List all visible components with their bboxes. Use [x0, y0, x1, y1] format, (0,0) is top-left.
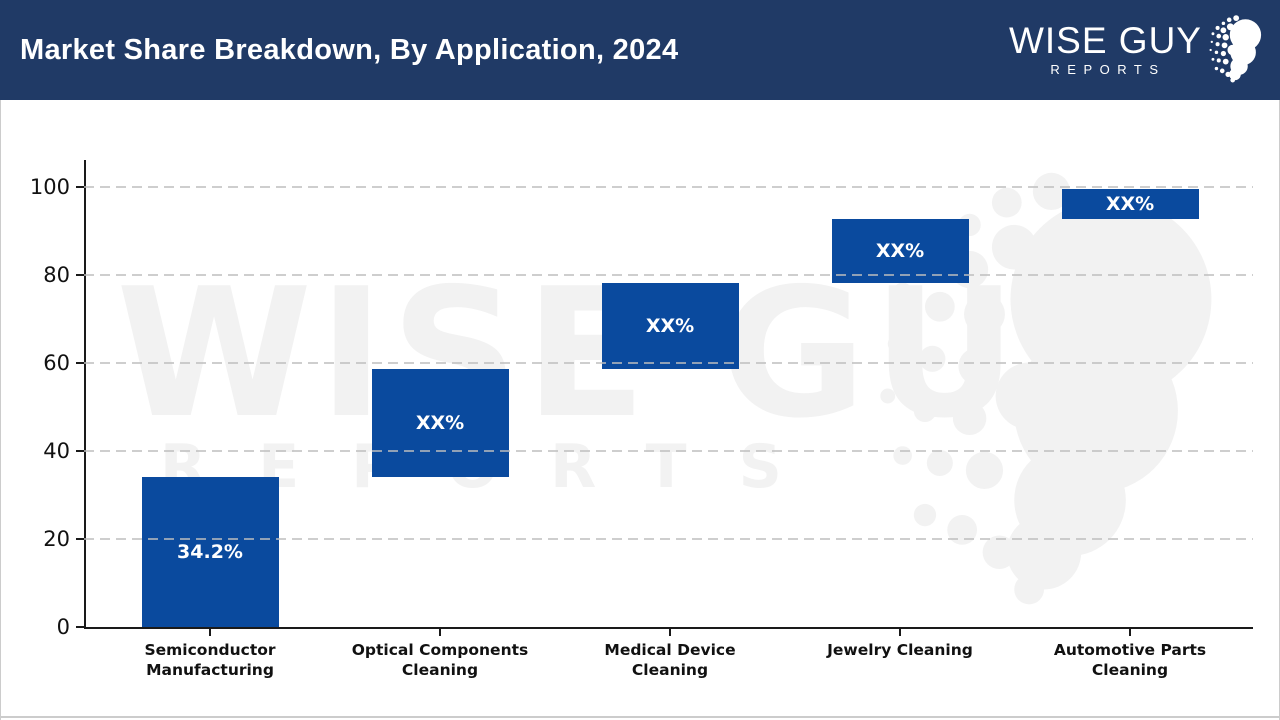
category-label-line: Cleaning [631, 661, 709, 679]
x-axis-line [84, 627, 1253, 629]
y-axis-tick-label-0: 0 [56, 615, 70, 639]
bar-optical-components-cleaning [371, 369, 509, 477]
y-axis-tick-100 [76, 186, 84, 188]
gridline-60 [84, 362, 1253, 364]
bar-value-label-semiconductor-manufacturing: 34.2% [177, 540, 243, 563]
category-label-line: Medical Device [604, 641, 736, 659]
category-label-medical-device-cleaning: Medical Device Cleaning [550, 640, 790, 680]
y-axis-tick-60 [76, 362, 84, 364]
dotted-face-logo-icon [1209, 15, 1262, 83]
bar-semiconductor-manufacturing [141, 476, 279, 627]
y-axis-tick-80 [76, 274, 84, 276]
bar-value-label-optical-components-cleaning: XX% [415, 411, 465, 434]
gridline-100 [84, 186, 1253, 188]
y-axis-tick-label-60: 60 [43, 351, 70, 375]
y-axis-tick-0 [76, 626, 84, 628]
category-label-line: Cleaning [401, 661, 479, 679]
gridline-40 [84, 450, 1253, 452]
category-label-automotive-parts-cleaning: Automotive Parts Cleaning [1010, 640, 1250, 680]
gridline-80 [84, 274, 1253, 276]
category-label-line: Manufacturing [146, 661, 274, 679]
bar-medical-device-cleaning [601, 282, 739, 370]
category-label-line: Semiconductor [144, 641, 276, 659]
y-axis-tick-label-20: 20 [43, 527, 70, 551]
category-label-line: Jewelry Cleaning [827, 641, 973, 659]
x-axis-tick-jewelry-cleaning [899, 629, 901, 636]
y-axis-line [84, 160, 86, 629]
x-axis-tick-automotive-parts-cleaning [1129, 629, 1131, 636]
y-axis-tick-20 [76, 538, 84, 540]
logo-sub-text: REPORTS [1050, 62, 1166, 77]
header-bar: Market Share Breakdown, By Application, … [0, 0, 1280, 100]
bar-value-label-jewelry-cleaning: XX% [875, 240, 925, 262]
category-label-line: Automotive Parts [1053, 641, 1207, 659]
x-axis-tick-medical-device-cleaning [669, 629, 671, 636]
page-title: Market Share Breakdown, By Application, … [20, 34, 679, 66]
page-border-left [0, 100, 1, 720]
category-label-jewelry-cleaning: Jewelry Cleaning [780, 640, 1020, 660]
category-label-line: Optical Components [351, 641, 529, 659]
y-axis-tick-label-40: 40 [43, 439, 70, 463]
category-label-semiconductor-manufacturing: Semiconductor Manufacturing [90, 640, 330, 680]
bar-value-label-medical-device-cleaning: XX% [645, 315, 695, 338]
logo-brand-text: WISE GUY [1008, 20, 1202, 61]
x-axis-tick-semiconductor-manufacturing [209, 629, 211, 636]
category-label-line: Cleaning [1091, 661, 1169, 679]
x-axis-tick-optical-components-cleaning [439, 629, 441, 636]
page-border-bottom [0, 716, 1280, 718]
gridline-20 [84, 538, 1253, 540]
y-axis-tick-40 [76, 450, 84, 452]
chart-plot-area: WISE GUY REPORTS 02040608010034.2%XX%XX%… [0, 100, 1280, 720]
y-axis-tick-label-100: 100 [29, 175, 70, 199]
bar-jewelry-cleaning [831, 219, 969, 283]
wise-guy-reports-logo: WISE GUY REPORTS [1009, 6, 1264, 94]
y-axis-tick-label-80: 80 [43, 263, 70, 287]
logo-text: WISE GUY REPORTS [1009, 21, 1202, 79]
bar-automotive-parts-cleaning [1061, 188, 1199, 220]
category-label-optical-components-cleaning: Optical Components Cleaning [320, 640, 560, 680]
bar-value-label-automotive-parts-cleaning: XX% [1105, 192, 1155, 215]
